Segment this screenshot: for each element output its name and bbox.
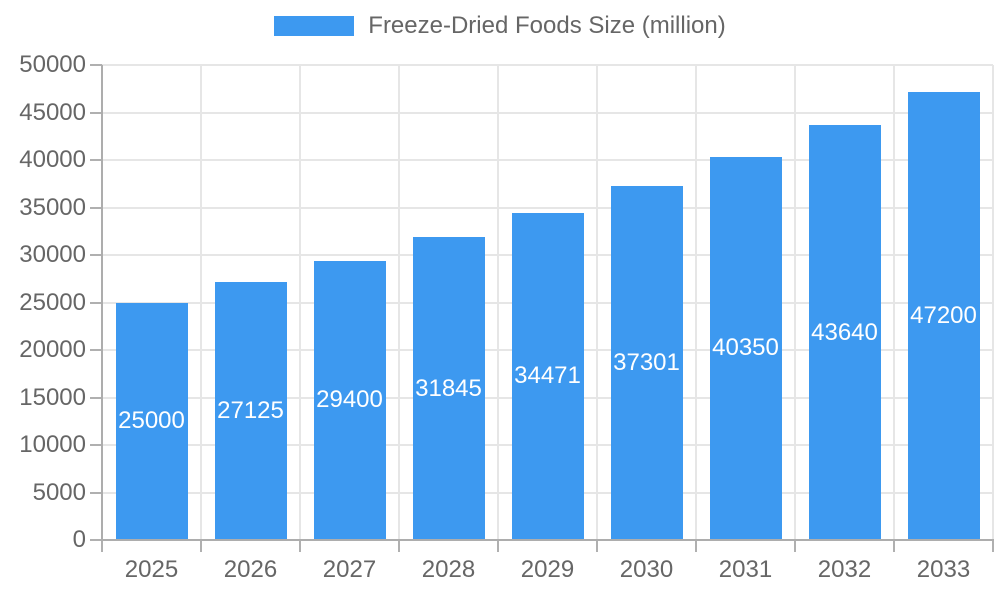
x-axis-tick — [695, 540, 697, 552]
x-axis-tick — [893, 540, 895, 552]
x-axis-tick-label-2032: 2032 — [817, 556, 872, 583]
y-axis-tick-label: 35000 — [19, 193, 86, 221]
x-gridline — [398, 65, 400, 540]
y-axis-tick — [90, 301, 102, 304]
y-gridline — [102, 206, 993, 209]
y-gridline — [102, 64, 993, 66]
y-axis-tick-label: 30000 — [19, 241, 86, 268]
x-axis-tick-label-2033: 2033 — [916, 556, 971, 583]
bar-value-label-2032: 43640 — [811, 318, 878, 346]
bar-2032[interactable] — [808, 125, 881, 539]
y-axis-tick-label: 50000 — [19, 51, 86, 78]
y-axis-tick — [90, 539, 102, 541]
bar-value-label-2025: 25000 — [118, 407, 185, 435]
y-axis-tick-label: 15000 — [19, 383, 86, 411]
y-axis-tick-label: 25000 — [19, 288, 86, 316]
x-axis-tick-label-2026: 2026 — [223, 556, 278, 583]
y-axis-tick — [90, 444, 102, 446]
y-axis-tick — [90, 206, 102, 209]
x-gridline — [299, 65, 301, 540]
x-axis-line — [101, 539, 994, 541]
x-axis-tick — [398, 540, 400, 552]
legend[interactable]: Freeze-Dried Foods Size (million) — [0, 14, 1000, 38]
y-axis-tick-label: 45000 — [19, 98, 86, 126]
y-axis-tick — [90, 491, 102, 494]
x-gridline — [893, 65, 895, 540]
bar-value-label-2028: 31845 — [415, 374, 482, 402]
x-axis-tick-label-2025: 2025 — [124, 556, 179, 583]
bar-2033[interactable] — [907, 91, 980, 539]
x-axis-tick-label-2031: 2031 — [718, 556, 773, 583]
y-axis-tick — [90, 349, 102, 351]
bar-2031[interactable] — [709, 156, 782, 539]
y-axis-tick-label: 5000 — [32, 478, 86, 506]
bar-value-label-2027: 29400 — [316, 386, 383, 414]
y-gridline — [102, 111, 993, 114]
y-axis-tick — [90, 111, 102, 114]
y-axis-tick — [90, 254, 102, 256]
x-axis-tick — [299, 540, 301, 552]
bar-value-label-2029: 34471 — [514, 362, 581, 390]
bar-2026[interactable] — [214, 282, 287, 539]
x-axis-tick-label-2029: 2029 — [520, 556, 575, 583]
x-axis-tick-label-2028: 2028 — [421, 556, 476, 583]
x-axis-tick — [596, 540, 598, 552]
x-axis-tick — [200, 540, 202, 552]
bar-value-label-2033: 47200 — [910, 301, 977, 329]
y-axis-tick-label: 0 — [72, 526, 86, 553]
bar-value-label-2026: 27125 — [217, 397, 284, 425]
bar-2029[interactable] — [511, 212, 584, 539]
bar-2028[interactable] — [412, 237, 485, 539]
y-gridline — [102, 159, 993, 161]
y-axis-tick — [90, 159, 102, 161]
x-axis-tick-label-2027: 2027 — [322, 556, 377, 583]
x-gridline — [794, 65, 796, 540]
bar-2030[interactable] — [610, 185, 683, 539]
x-axis-tick-label-2030: 2030 — [619, 556, 674, 583]
bar-value-label-2030: 37301 — [613, 348, 680, 376]
x-axis-tick — [794, 540, 796, 552]
x-gridline — [200, 65, 202, 540]
legend-label: Freeze-Dried Foods Size (million) — [368, 12, 726, 39]
legend-swatch — [274, 16, 355, 36]
bar-2025[interactable] — [115, 302, 188, 539]
x-gridline — [695, 65, 697, 540]
x-axis-tick — [497, 540, 499, 552]
y-axis-line — [101, 65, 103, 541]
x-axis-tick — [992, 540, 994, 552]
y-axis-tick-label: 40000 — [19, 146, 86, 173]
bar-2027[interactable] — [313, 260, 386, 539]
x-gridline — [596, 65, 598, 540]
y-axis-tick-label: 10000 — [19, 431, 86, 458]
y-axis-tick — [90, 64, 102, 66]
bar-value-label-2031: 40350 — [712, 334, 779, 362]
y-axis-tick — [90, 396, 102, 399]
x-axis-tick — [101, 540, 103, 552]
x-gridline — [992, 65, 994, 540]
y-axis-tick-label: 20000 — [19, 336, 86, 363]
x-gridline — [497, 65, 499, 540]
